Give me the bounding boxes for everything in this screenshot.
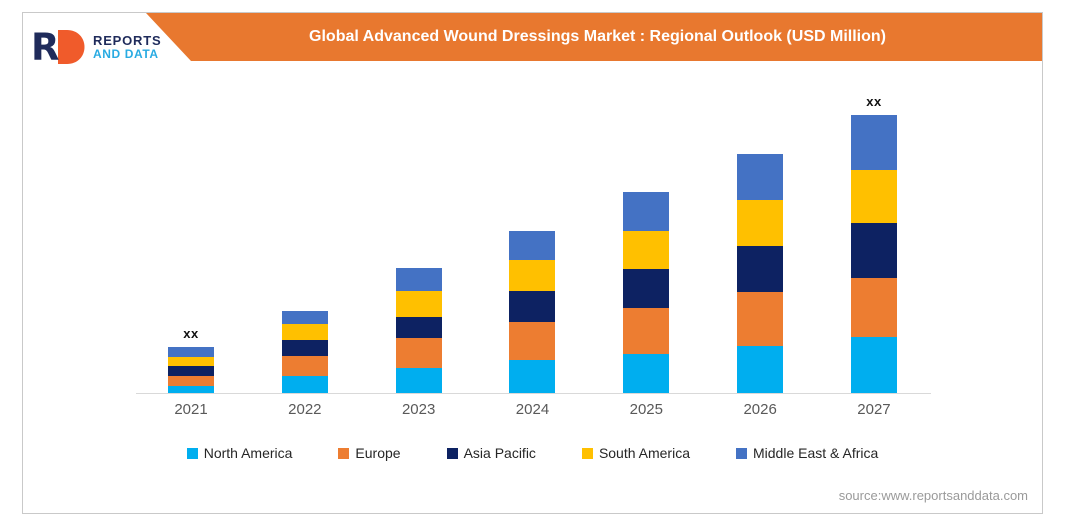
legend-swatch-south-america (581, 447, 593, 459)
x-axis-label-2026: 2026 (743, 401, 777, 418)
legend-label-north-america: North America (203, 445, 293, 461)
legend-item-south-america: South America (581, 445, 690, 461)
bar-segment-south-america (509, 260, 556, 291)
bar-segment-south-america (737, 200, 784, 246)
bar-segment-north-america (850, 337, 897, 393)
chart-card: R REPORTS AND DATA Global Advanced Wound… (22, 12, 1043, 514)
bar-segment-middle-east-africa (737, 154, 784, 200)
bar-segment-europe (281, 356, 328, 376)
bar-2025 (623, 192, 670, 393)
plot-area: xx xx 2021 2022 2023 2024 2025 2026 2027 (23, 13, 1042, 513)
bar-segment-europe (737, 292, 784, 346)
legend-swatch-asia-pacific (446, 447, 458, 459)
bar-segment-middle-east-africa (281, 311, 328, 324)
bar-segment-asia-pacific (509, 291, 556, 322)
bar-segment-middle-east-africa (850, 115, 897, 170)
bar-segment-south-america (850, 170, 897, 223)
bar-value-label-2021: xx (183, 326, 199, 341)
logo-text: REPORTS AND DATA (93, 34, 161, 60)
bar-segment-south-america (168, 357, 214, 366)
bar-segment-south-america (623, 231, 670, 269)
bar-segment-north-america (737, 346, 784, 393)
bar-segment-middle-east-africa (168, 347, 214, 357)
legend-label-asia-pacific: Asia Pacific (463, 445, 536, 461)
legend-item-europe: Europe (338, 445, 401, 461)
bar-2022 (281, 311, 328, 393)
x-axis-label-2021: 2021 (174, 401, 208, 418)
rd-logo-icon: R (31, 28, 85, 66)
bar-segment-asia-pacific (737, 246, 784, 292)
bar-segment-europe (623, 308, 670, 354)
logo-line-reports: REPORTS (93, 32, 162, 48)
bar-2021: xx (168, 326, 214, 393)
legend-swatch-middle-east-africa (736, 447, 747, 459)
bar-segment-middle-east-africa (509, 231, 556, 260)
x-axis-label-2025: 2025 (629, 401, 663, 418)
legend-label-europe: Europe (355, 445, 401, 461)
bar-segment-middle-east-africa (395, 268, 442, 291)
legend-swatch-north-america (186, 447, 198, 459)
bar-segment-north-america (623, 354, 670, 393)
bar-segment-asia-pacific (623, 269, 670, 308)
bar-segment-south-america (395, 291, 442, 317)
chart-title: Global Advanced Wound Dressings Market :… (309, 28, 886, 45)
legend-label-south-america: South America (598, 445, 690, 461)
bar-segment-asia-pacific (395, 317, 442, 338)
bar-segment-north-america (168, 386, 214, 393)
title-banner: Global Advanced Wound Dressings Market :… (146, 13, 1042, 61)
bar-segment-north-america (395, 368, 442, 393)
x-axis-line (136, 393, 931, 394)
logo-line-anddata: AND DATA (93, 46, 159, 61)
legend-item-north-america: North America (186, 445, 293, 461)
source-text: source:www.reportsanddata.com (838, 488, 1028, 503)
legend-item-asia-pacific: Asia Pacific (446, 445, 536, 461)
bar-segment-europe (395, 338, 442, 368)
bar-segment-europe (850, 278, 897, 337)
bar-2026 (737, 154, 784, 393)
bar-segment-europe (509, 322, 556, 360)
bar-2027: xx (850, 94, 897, 393)
bar-segment-asia-pacific (281, 340, 328, 356)
x-axis-label-2022: 2022 (288, 401, 322, 418)
bar-2023 (395, 268, 442, 393)
legend-label-middle-east-africa: Middle East & Africa (753, 445, 879, 461)
bar-segment-middle-east-africa (623, 192, 670, 231)
legend: North America Europe Asia Pacific South Ame… (23, 445, 1042, 461)
bar-segment-south-america (281, 324, 328, 340)
bar-value-label-2027: xx (866, 94, 882, 109)
bar-2024 (509, 231, 556, 393)
bar-segment-asia-pacific (850, 223, 897, 278)
x-axis-label-2027: 2027 (857, 401, 891, 418)
bar-segment-north-america (509, 360, 556, 393)
legend-item-middle-east-africa: Middle East & Africa (736, 445, 878, 461)
bar-segment-europe (168, 376, 214, 386)
svg-text:R: R (31, 28, 60, 66)
bar-segment-asia-pacific (168, 366, 214, 376)
bar-segment-north-america (281, 376, 328, 393)
legend-swatch-europe (338, 447, 350, 459)
reports-and-data-logo: R REPORTS AND DATA (31, 28, 161, 66)
x-axis-label-2024: 2024 (515, 401, 550, 418)
x-axis-label-2023: 2023 (401, 401, 436, 418)
